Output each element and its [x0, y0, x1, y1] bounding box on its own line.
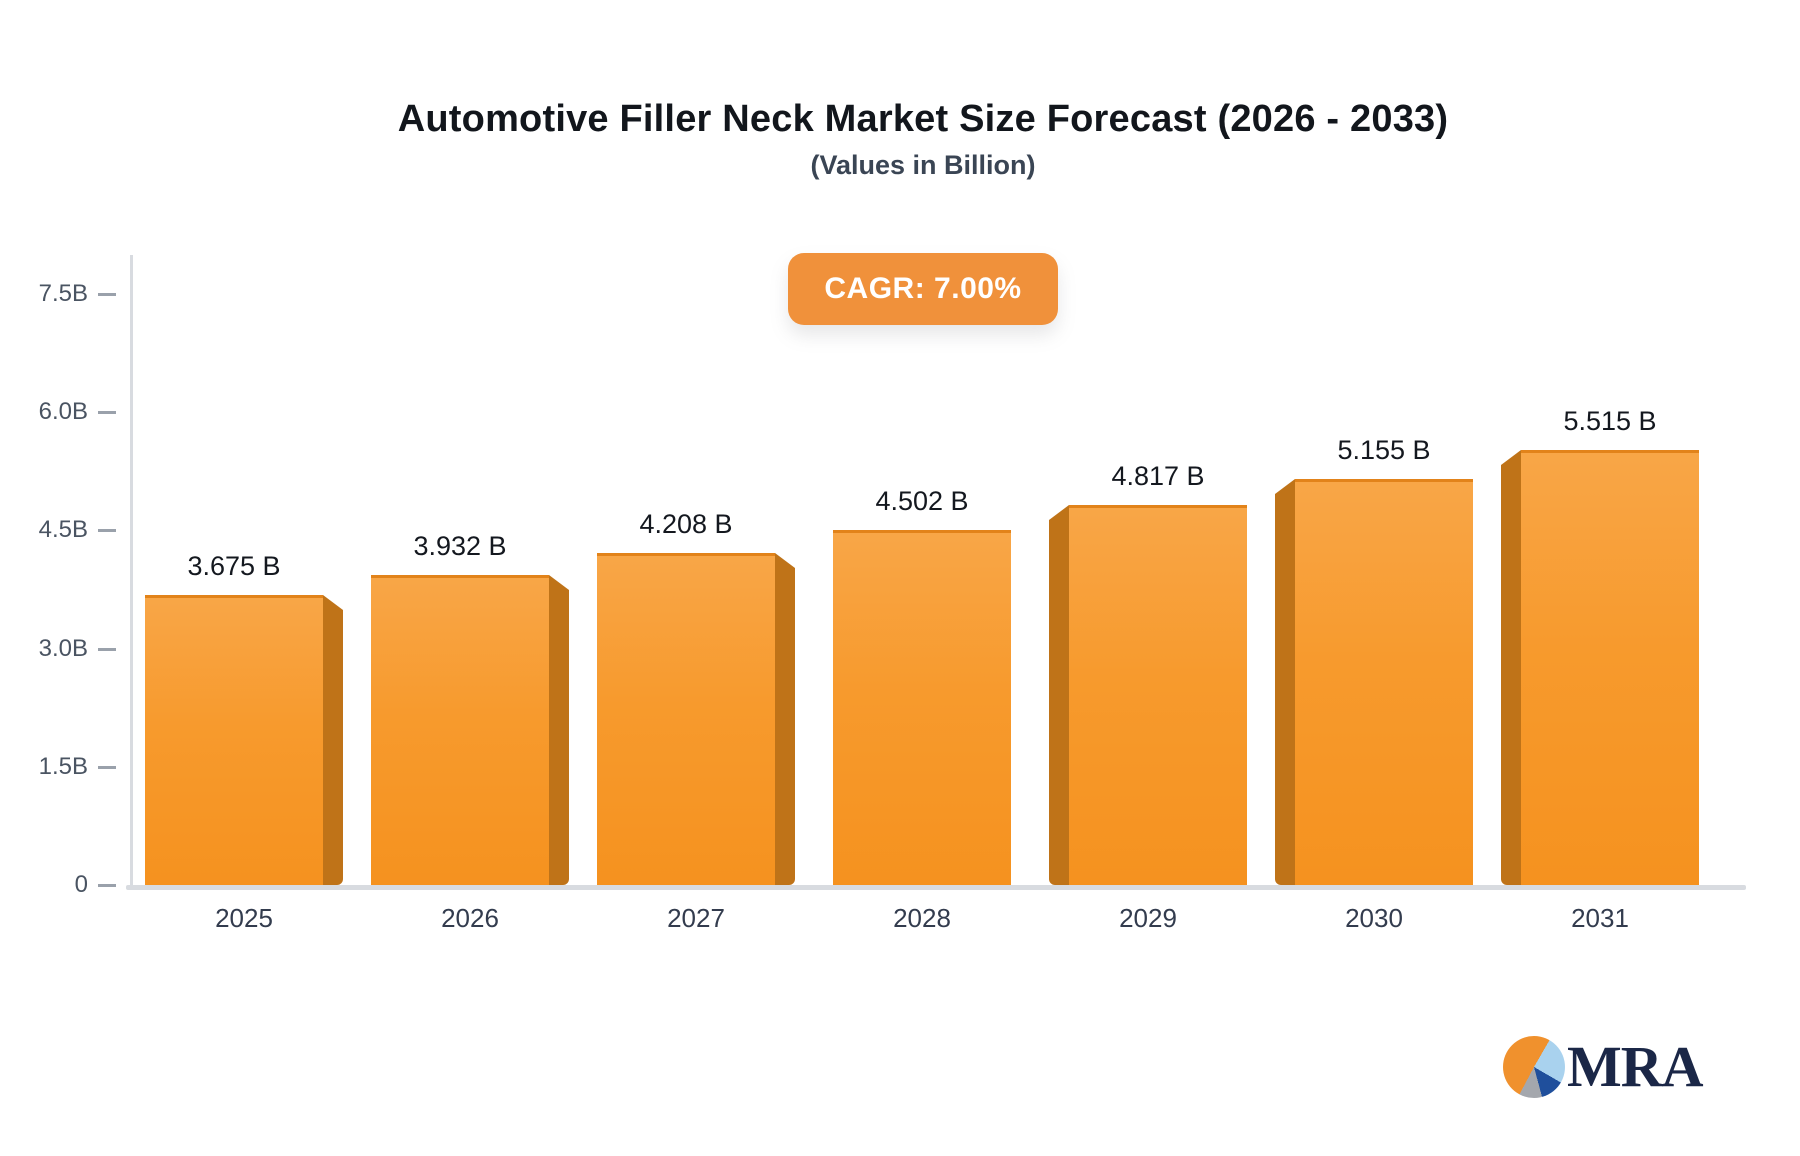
bar-2030[interactable] — [1275, 479, 1473, 885]
brand-logo: MRA — [1503, 1034, 1704, 1099]
bar-face[interactable] — [833, 530, 1011, 885]
bar-value-label: 3.932 B — [413, 531, 507, 561]
y-tick-label: 0 — [74, 871, 88, 898]
x-axis-baseline — [126, 885, 1746, 890]
bar-side-face — [1275, 479, 1295, 885]
x-category-label: 2028 — [893, 903, 951, 933]
bar-2026[interactable] — [371, 575, 569, 885]
bar-2029[interactable] — [1049, 505, 1247, 885]
bar-face[interactable] — [371, 575, 549, 885]
y-tick-label: 4.5B — [38, 516, 88, 544]
bar-value-label: 5.515 B — [1563, 406, 1657, 436]
chart-subtitle: (Values in Billion) — [810, 150, 1036, 180]
bar-2031[interactable] — [1501, 450, 1699, 885]
bar-value-label: 5.155 B — [1337, 435, 1431, 465]
bar-face[interactable] — [1069, 505, 1247, 885]
bar-side-face — [1049, 505, 1069, 885]
bar-2028[interactable] — [823, 530, 1021, 885]
bar-value-label: 4.817 B — [1111, 461, 1205, 491]
x-category-label: 2031 — [1571, 903, 1629, 933]
bar-side-face — [775, 553, 795, 885]
cagr-badge: CAGR: 7.00% — [788, 253, 1058, 325]
y-tick-mark — [98, 884, 116, 887]
y-axis-line — [130, 255, 133, 889]
y-tick-mark — [98, 647, 116, 651]
bar-2025[interactable] — [145, 595, 343, 885]
y-tick-mark — [98, 293, 116, 296]
bar-side-face — [323, 595, 343, 885]
y-tick-label: 1.5B — [38, 752, 88, 780]
y-tick-label: 7.5B — [38, 280, 88, 307]
bar-face[interactable] — [1295, 479, 1473, 885]
x-category-label: 2027 — [667, 903, 725, 933]
bar-face[interactable] — [597, 553, 775, 885]
x-category-label: 2030 — [1345, 903, 1403, 933]
logo-text: MRA — [1567, 1034, 1704, 1099]
x-category-label: 2029 — [1119, 903, 1177, 933]
bar-face[interactable] — [145, 595, 323, 885]
bar-value-label: 3.675 B — [187, 551, 281, 581]
y-tick-mark — [98, 411, 116, 415]
y-tick-label: 3.0B — [38, 634, 88, 662]
bar-2027[interactable] — [597, 553, 795, 885]
chart-title: Automotive Filler Neck Market Size Forec… — [397, 98, 1449, 140]
bar-side-face — [549, 575, 569, 885]
x-category-label: 2026 — [441, 903, 499, 933]
bar-face[interactable] — [1521, 450, 1699, 885]
x-category-label: 2025 — [215, 903, 273, 933]
y-tick-mark — [98, 765, 116, 769]
y-tick-mark — [98, 529, 116, 533]
y-tick-label: 6.0B — [38, 398, 88, 426]
pie-chart-icon — [1503, 1036, 1565, 1098]
bar-side-face — [1501, 450, 1521, 885]
bar-value-label: 4.208 B — [639, 509, 733, 539]
bar-value-label: 4.502 B — [875, 486, 969, 516]
